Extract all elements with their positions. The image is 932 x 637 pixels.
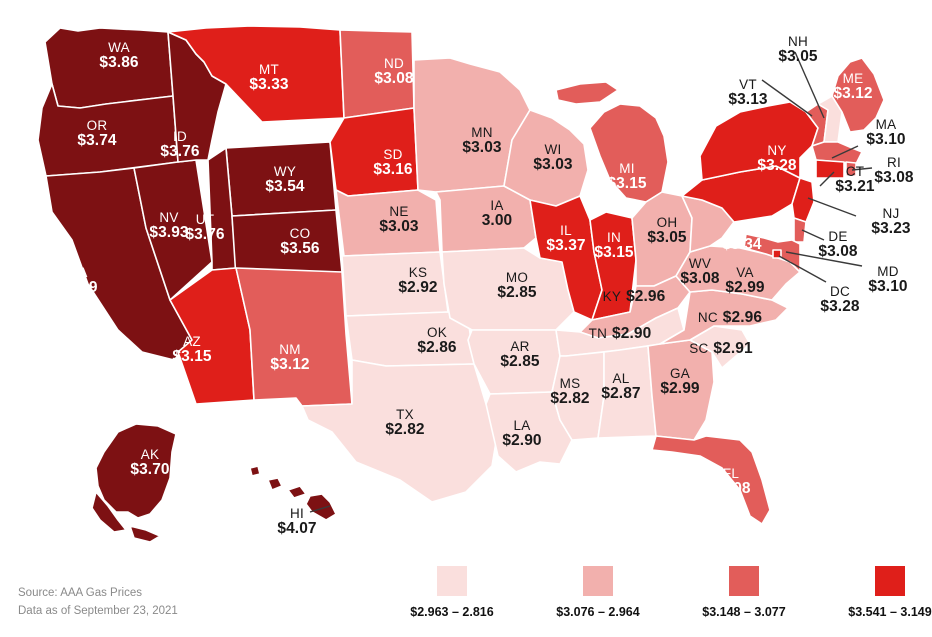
state-shape-WY[interactable]: [225, 141, 337, 217]
legend-label-1: $2.963 – 2.816: [410, 605, 494, 619]
state-shape-IN[interactable]: [589, 211, 637, 321]
state-shape-NE[interactable]: [335, 189, 441, 257]
state-shape-HI[interactable]: [249, 465, 337, 521]
state-shape-CT[interactable]: [815, 159, 845, 179]
leader-line-RI: [851, 167, 873, 171]
legend-item-3[interactable]: $3.148 – 3.077: [690, 566, 798, 619]
legend-label-4: $3.541 – 3.149: [848, 605, 932, 619]
legend-swatch-3: [729, 566, 759, 596]
state-shape-RI[interactable]: [845, 161, 857, 177]
legend-swatch-4: [875, 566, 905, 596]
state-shape-AR[interactable]: [467, 329, 561, 395]
legend-item-1[interactable]: $2.963 – 2.816: [398, 566, 506, 619]
leader-line-VT: [761, 79, 813, 117]
state-shape-SD[interactable]: [329, 107, 419, 197]
legend: $2.963 – 2.816 $3.076 – 2.964 $3.148 – 3…: [398, 566, 932, 619]
state-shape-ME[interactable]: [831, 57, 885, 133]
source-note: Source: AAA Gas Prices Data as of Septem…: [18, 585, 178, 621]
legend-label-3: $3.148 – 3.077: [702, 605, 786, 619]
state-shape-AL[interactable]: [597, 345, 657, 439]
state-shape-NM[interactable]: [235, 267, 353, 407]
legend-swatch-2: [583, 566, 613, 596]
source-line: Source: AAA Gas Prices: [18, 587, 143, 599]
state-shape-DE[interactable]: [793, 217, 807, 243]
state-shape-WA[interactable]: [44, 27, 174, 109]
leader-line-NH: [794, 51, 825, 119]
legend-label-2: $3.076 – 2.964: [556, 605, 640, 619]
leader-line-CT: [819, 171, 835, 187]
state-shape-NY[interactable]: [699, 101, 819, 181]
leader-line-NJ: [807, 197, 857, 217]
state-shape-MI[interactable]: [555, 81, 669, 203]
legend-swatch-1: [437, 566, 467, 596]
leader-line-DE: [801, 229, 825, 241]
leader-line-HI: [309, 505, 331, 513]
state-shape-VA[interactable]: [675, 245, 801, 301]
state-shape-MT[interactable]: [167, 25, 345, 123]
leader-line-MA: [831, 145, 859, 159]
state-shape-KS[interactable]: [341, 251, 449, 317]
state-shape-FL[interactable]: [651, 435, 771, 525]
state-shape-MD[interactable]: [743, 233, 801, 273]
state-shape-AK[interactable]: [91, 423, 177, 543]
legend-item-2[interactable]: $3.076 – 2.964: [544, 566, 652, 619]
legend-item-4[interactable]: $3.541 – 3.149: [836, 566, 932, 619]
data-date-line: Data as of September 23, 2021: [18, 604, 178, 617]
leader-line-MD: [785, 251, 863, 267]
state-shape-ND[interactable]: [339, 29, 415, 119]
state-shape-GA[interactable]: [647, 339, 715, 441]
leader-line-DC: [778, 255, 827, 283]
state-shape-TX[interactable]: [301, 359, 499, 503]
